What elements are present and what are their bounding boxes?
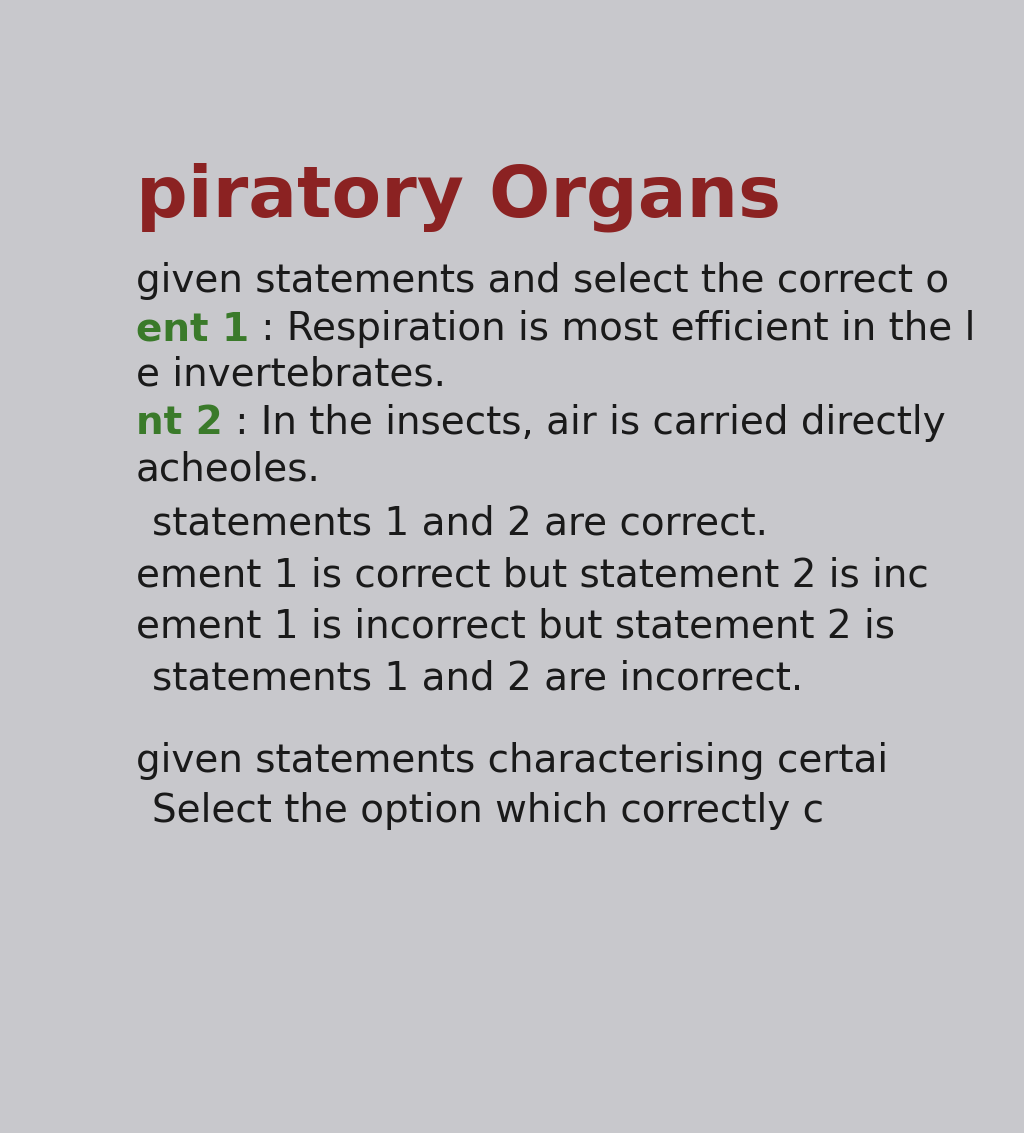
Text: acheoles.: acheoles. xyxy=(136,450,321,488)
Text: nt 2: nt 2 xyxy=(136,403,222,442)
Text: given statements characterising certai: given statements characterising certai xyxy=(136,742,888,781)
Text: given statements and select the correct o: given statements and select the correct … xyxy=(136,263,949,300)
Text: ent 1: ent 1 xyxy=(136,310,249,349)
Text: statements 1 and 2 are correct.: statements 1 and 2 are correct. xyxy=(152,505,768,543)
Text: : In the insects, air is carried directly: : In the insects, air is carried directl… xyxy=(222,403,945,442)
Text: ement 1 is correct but statement 2 is inc: ement 1 is correct but statement 2 is in… xyxy=(136,556,929,595)
Text: e invertebrates.: e invertebrates. xyxy=(136,356,445,394)
Text: ement 1 is incorrect but statement 2 is: ement 1 is incorrect but statement 2 is xyxy=(136,607,895,645)
Text: piratory Organs: piratory Organs xyxy=(136,162,781,231)
Text: statements 1 and 2 are incorrect.: statements 1 and 2 are incorrect. xyxy=(152,659,803,698)
Text: : Respiration is most efficient in the l: : Respiration is most efficient in the l xyxy=(249,310,976,349)
Text: Select the option which correctly c: Select the option which correctly c xyxy=(152,792,823,830)
